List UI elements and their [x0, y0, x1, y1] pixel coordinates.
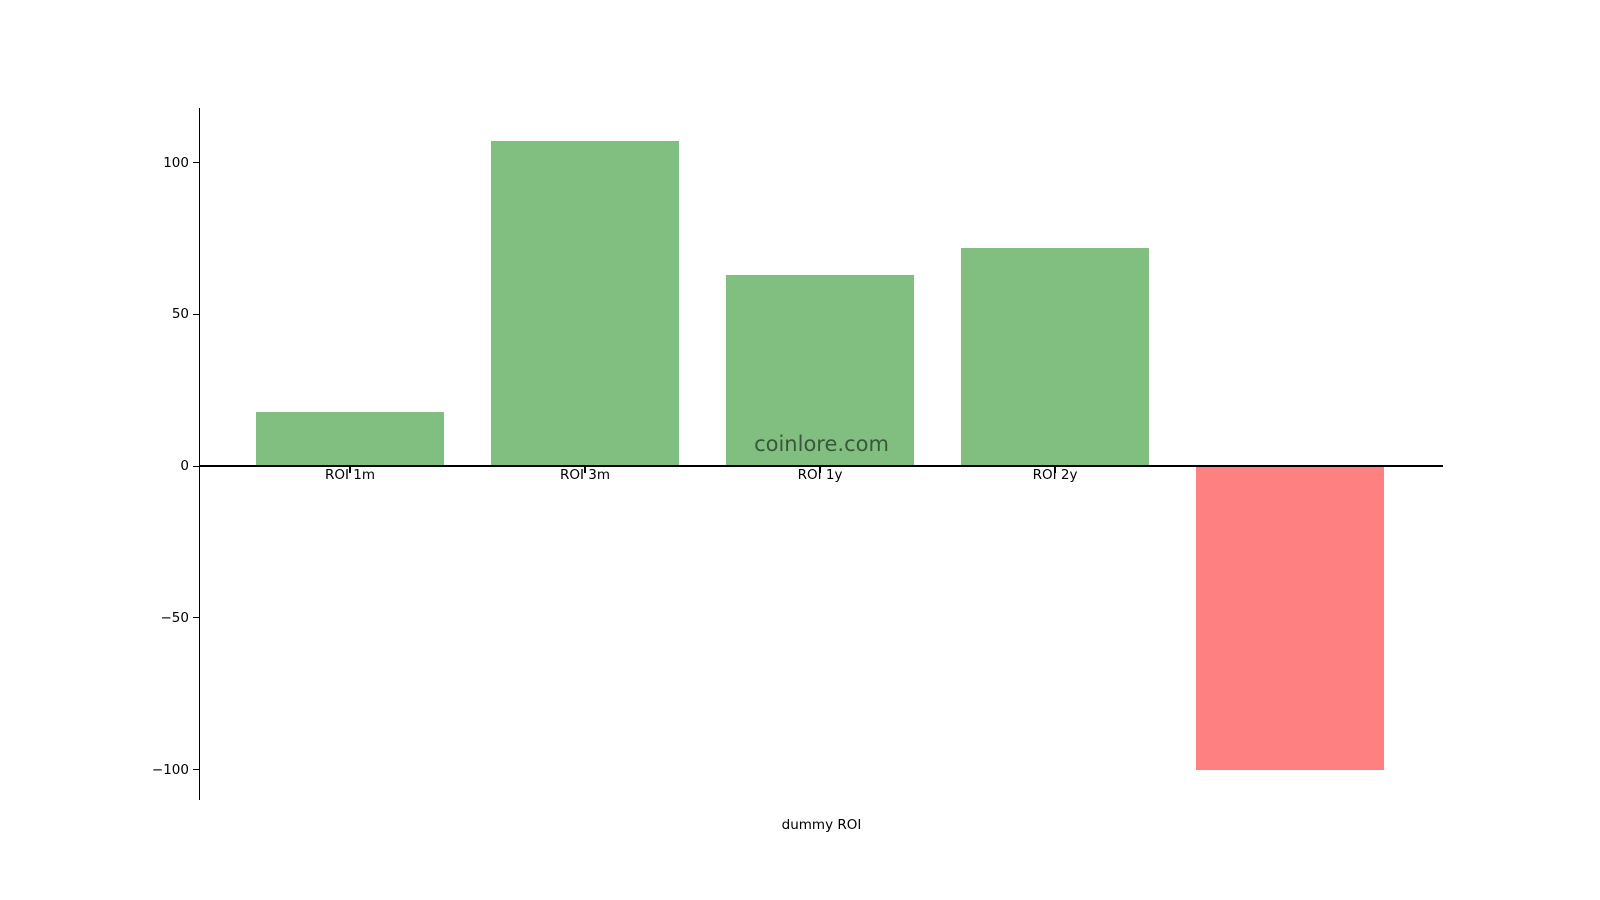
bar-unlabeled: [1196, 466, 1384, 770]
bar-roi-1m: [256, 411, 444, 467]
y-tick-label: 100: [163, 154, 189, 171]
y-tick-label: 0: [180, 458, 189, 475]
x-tick-mark: [1054, 466, 1056, 474]
x-tick-label: ROI 3m: [559, 466, 611, 483]
y-tick-label: −50: [160, 609, 190, 626]
x-axis-line: [198, 465, 1443, 467]
bar-roi-3m: [491, 141, 679, 467]
y-tick-label: −100: [151, 761, 189, 778]
x-tick-label: ROI 2y: [1032, 466, 1078, 483]
y-tick-mark: [192, 617, 199, 619]
x-tick-mark: [584, 466, 586, 474]
x-tick-mark: [349, 466, 351, 474]
x-tick-label: ROI 1m: [324, 466, 376, 483]
y-tick-label: 50: [171, 306, 189, 323]
bar-roi-1y: [726, 274, 914, 467]
x-tick-label: ROI 1y: [797, 466, 843, 483]
y-axis-spine: [198, 108, 200, 800]
y-tick-mark: [192, 313, 199, 315]
bar-roi-2y: [961, 247, 1149, 467]
y-tick-mark: [192, 465, 199, 467]
x-tick-mark: [819, 466, 821, 474]
y-tick-mark: [192, 162, 199, 164]
x-axis-title: dummy ROI: [781, 817, 862, 833]
watermark: coinlore.com: [754, 432, 889, 456]
y-tick-mark: [192, 769, 199, 771]
